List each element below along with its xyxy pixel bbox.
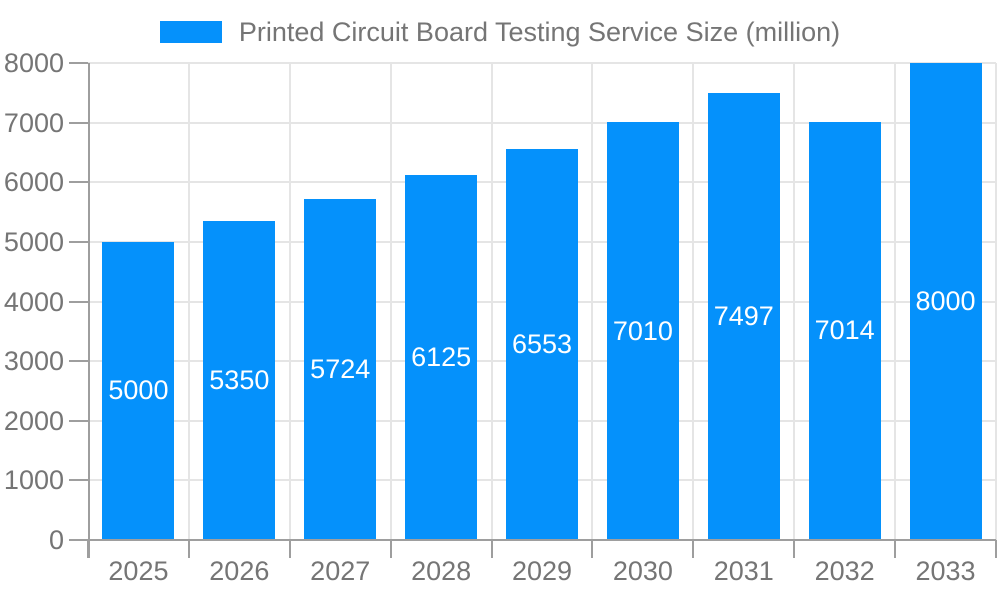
v-gridline (995, 63, 997, 540)
y-axis-tick (69, 360, 88, 363)
bar-value-label: 7014 (814, 315, 875, 346)
bar-2027[interactable]: 5724 (304, 198, 377, 540)
bar-2029[interactable]: 6553 (506, 149, 578, 540)
bar-value-label: 6125 (411, 341, 472, 372)
x-axis-tick (288, 540, 291, 558)
y-axis-tick (69, 300, 88, 303)
legend-label: Printed Circuit Board Testing Service Si… (238, 16, 841, 47)
y-axis-tick (69, 240, 88, 243)
y-tick-label: 0 (48, 525, 64, 555)
x-tick-label-2033: 2033 (915, 556, 976, 586)
v-gridline (490, 63, 493, 540)
y-axis-tick (69, 419, 88, 422)
y-axis-tick (69, 62, 88, 64)
y-tick-label: 8000 (3, 48, 64, 78)
bar-2026[interactable]: 5350 (203, 221, 276, 540)
y-tick-label: 4000 (3, 286, 64, 317)
x-axis-tick (490, 540, 493, 558)
y-axis-tick (69, 121, 88, 124)
v-gridline (894, 63, 897, 540)
legend-swatch (159, 21, 222, 43)
h-gridline (88, 62, 996, 64)
x-tick-label-2028: 2028 (411, 556, 472, 586)
y-tick-label: 6000 (3, 167, 64, 198)
x-tick-label-2032: 2032 (814, 556, 875, 586)
x-axis-tick (187, 540, 190, 558)
bar-value-label: 7010 (612, 315, 673, 346)
bar-2031[interactable]: 7497 (707, 92, 780, 540)
bar-2030[interactable]: 7010 (606, 122, 679, 540)
x-axis-line (69, 539, 996, 541)
bar-value-label: 5724 (310, 353, 371, 384)
bar-value-label: 7497 (713, 300, 774, 331)
v-gridline (389, 63, 392, 540)
x-tick-label-2025: 2025 (108, 556, 169, 586)
x-axis-tick (389, 540, 392, 558)
x-tick-label-2029: 2029 (511, 556, 573, 586)
y-tick-label: 7000 (3, 107, 64, 138)
x-axis-tick (995, 540, 997, 558)
bar-value-label: 5350 (209, 364, 270, 395)
plot-area: 0 1000 2000 3000 4000 5000 6000 7000 8000 5000 202… (4, 49, 997, 586)
x-tick-label-2027: 2027 (310, 556, 371, 586)
y-tick-label: 5000 (3, 226, 64, 257)
bar-2025[interactable]: 5000 (102, 241, 175, 540)
y-axis-line (88, 63, 90, 558)
y-tick-label: 2000 (3, 405, 64, 436)
bar-2028[interactable]: 6125 (405, 174, 478, 540)
x-axis-tick (591, 540, 594, 558)
x-tick-label-2030: 2030 (612, 556, 673, 586)
bar-value-label: 8000 (915, 286, 976, 316)
x-tick-label-2026: 2026 (209, 556, 270, 586)
v-gridline (288, 63, 291, 540)
x-tick-label-2031: 2031 (713, 556, 774, 586)
y-axis-tick (69, 181, 88, 184)
legend[interactable]: Printed Circuit Board Testing Service Si… (0, 17, 1000, 47)
bar-2032[interactable]: 7014 (808, 121, 881, 540)
v-gridline (793, 63, 796, 540)
bar-value-label: 6553 (511, 329, 573, 360)
h-gridline (88, 121, 996, 124)
y-tick-label: 3000 (3, 346, 64, 377)
v-gridline (591, 63, 594, 540)
x-axis-tick (894, 540, 897, 558)
v-gridline (187, 63, 190, 540)
bar-value-label: 5000 (108, 375, 169, 406)
y-tick-label: 1000 (3, 465, 64, 496)
v-gridline (692, 63, 695, 540)
y-axis-tick (69, 479, 88, 482)
x-axis-tick (692, 540, 695, 558)
x-axis-tick (793, 540, 796, 558)
bar-2033[interactable]: 8000 (909, 63, 982, 540)
